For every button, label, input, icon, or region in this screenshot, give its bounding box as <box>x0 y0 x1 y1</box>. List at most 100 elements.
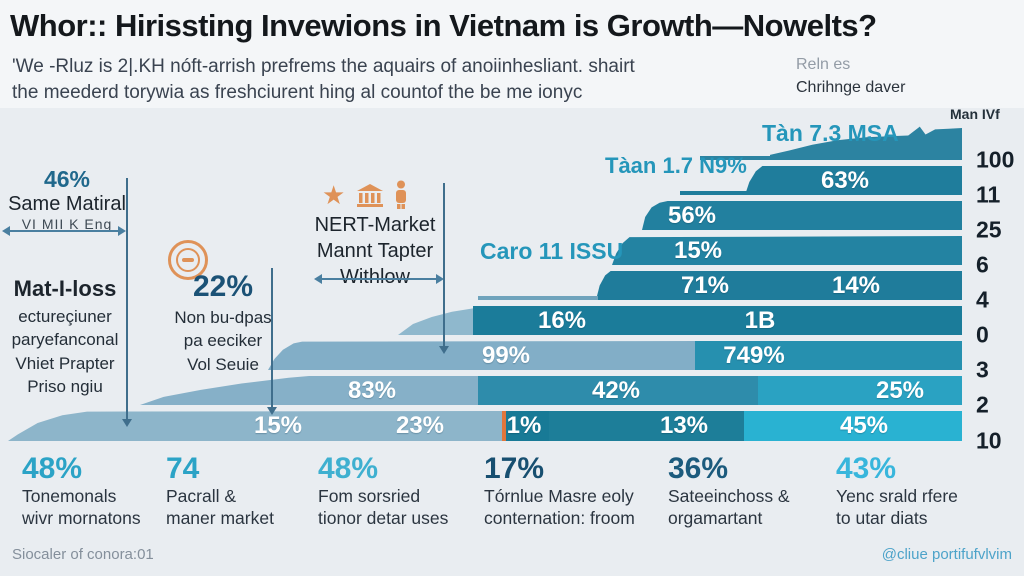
range-arrow-1 <box>8 230 120 232</box>
stat-label: tionor detar uses <box>318 508 449 529</box>
callout-top: Tàn 7.3 MSA <box>762 120 899 146</box>
bar-value-label: 749% <box>723 341 785 369</box>
annotation-2-line-1: ectureçiuner <box>18 307 112 326</box>
bar-row-7-segment <box>695 341 962 370</box>
annotation-block-4: NERT-Market Mannt Tapter Withlow <box>305 212 445 290</box>
annotation-2-title: Mat-I-loss <box>13 276 117 301</box>
person-icon <box>396 180 406 209</box>
stat-block: 36% Sateeinchoss & orgamartant <box>668 452 848 530</box>
annotation-4-line-3: Withlow <box>339 266 410 288</box>
bar-row-2-segment <box>745 166 962 195</box>
stat-block: 17% Tórnlue Masre eoly conternation: froom <box>484 452 664 530</box>
stat-value: 36% <box>668 452 729 485</box>
subtitle-line-2: the meederd torywia as freshciurent hing… <box>12 82 583 103</box>
annotation-3-line-3: Vol Seuie <box>187 354 259 374</box>
right-axis-value: 25 <box>976 216 1002 243</box>
annotation-block-2: Mat-I-loss ectureçiuner paryefanconal Vh… <box>0 276 130 399</box>
annotation-1-value: 46% <box>43 166 91 192</box>
bar-value-label: 56% <box>667 201 717 229</box>
stat-label: maner market <box>166 508 274 529</box>
bar-value-label: 14% <box>831 271 881 299</box>
annotation-2-line-3: Vhiet Prapter <box>15 353 115 373</box>
bar-value-label: 42% <box>591 376 641 404</box>
arrow-left-icon <box>2 226 10 236</box>
bar-value-label: 15% <box>253 412 303 439</box>
stat-value: 43% <box>836 452 897 485</box>
stat-block: 43% Yenc srald rfere to utar diats <box>836 452 1016 530</box>
stat-label: wivr mornatons <box>22 508 141 529</box>
header-note-2: Chrihnge daver <box>796 79 906 96</box>
stat-label: to utar diats <box>836 508 928 529</box>
bar-row-9-segment <box>549 411 744 441</box>
bar-row-8-segment <box>140 376 478 405</box>
bank-building-icon <box>357 184 383 207</box>
annotation-4-line-1: NERT-Market <box>314 214 436 236</box>
bar-row-9-segment <box>506 411 549 441</box>
stat-block: 48% Fom sorsried tionor detar uses <box>318 452 498 530</box>
arrow-left-icon <box>314 274 322 284</box>
bar-value-label: 1B <box>744 306 776 334</box>
bar-value-label: 23% <box>395 412 445 439</box>
bar-value-label: 15% <box>673 236 723 264</box>
bar-value-label: 16% <box>537 306 587 334</box>
annotation-2-line-2: paryefanconal <box>11 330 119 350</box>
stat-label: Yenc srald rfere <box>836 486 958 506</box>
bar-value-label: 63% <box>820 166 870 194</box>
stat-value: 74 <box>166 452 200 485</box>
stat-label: Sateeinchoss & <box>668 486 790 506</box>
bar-row-5-segment <box>478 296 598 300</box>
bar-value-label: 45% <box>839 412 889 439</box>
annotation-block-3: 22% Non bu-dpas pa eeciker Vol Seuie <box>150 270 296 376</box>
stat-value: 48% <box>318 452 379 485</box>
annotation-1-line-1: Same Matiral <box>8 193 126 215</box>
bar-row-1-segment <box>700 156 772 160</box>
annotation-3-value: 22% <box>192 270 254 303</box>
annotation-1-line-2: VI MII K Eng <box>21 216 113 232</box>
mini-icon-row: ★ <box>322 180 432 212</box>
footer-credit: @cliue portifufvlvim <box>881 546 1012 563</box>
connector-line-2 <box>271 268 273 408</box>
bar-value-label: 13% <box>659 412 709 439</box>
arrow-down-icon <box>122 419 132 427</box>
bar-row-3-segment <box>642 201 962 230</box>
arrow-right-icon <box>118 226 126 236</box>
annotation-block-1: 46% Same Matiral VI MII K Eng <box>4 166 130 232</box>
stat-label: Pacrall & <box>166 486 237 506</box>
right-axis-value: 4 <box>976 286 989 313</box>
annotation-2-line-4: Priso ngiu <box>27 377 103 397</box>
arrow-right-icon <box>436 274 444 284</box>
right-axis-header: Man IVf <box>950 106 1000 122</box>
footer-source: Siocaler of conora:01 <box>12 546 154 563</box>
arrow-down-icon <box>439 346 449 354</box>
connector-line-3 <box>443 183 445 347</box>
right-axis-value: 2 <box>976 391 989 418</box>
stat-label: conternation: froom <box>484 508 635 529</box>
bar-row-6-segment <box>398 308 473 335</box>
coin-inner-ring <box>176 248 200 272</box>
annotation-4-line-2: Mannt Tapter <box>316 240 434 262</box>
right-axis-value: 3 <box>976 356 989 383</box>
bar-row-7-segment <box>268 341 695 370</box>
range-arrow-2 <box>320 278 438 280</box>
right-axis-value: 10 <box>976 427 1002 454</box>
stat-block: 48% Tonemonals wivr mornatons <box>22 452 202 530</box>
page-title: Whor:: Hirissting Invewions in Vietnam i… <box>10 8 877 43</box>
bar-row-9-segment <box>744 411 962 441</box>
bar-row-9-segment <box>502 411 506 441</box>
bar-row-9-segment <box>8 411 502 441</box>
bar-row-5-segment <box>596 271 962 300</box>
stat-block: 74 Pacrall & maner market <box>166 452 346 530</box>
bar-value-label: 1% <box>506 412 542 439</box>
bar-row-8-segment <box>478 376 758 405</box>
bar-value-label: 99% <box>481 341 531 369</box>
bar-value-label: 83% <box>347 376 397 404</box>
bar-row-4-segment <box>612 236 962 265</box>
stat-label: Tórnlue Masre eoly <box>484 486 634 506</box>
callout-left: Tàan 1.7 N9% <box>605 153 747 178</box>
right-axis-value: 11 <box>976 181 1001 208</box>
header-band <box>0 0 1024 108</box>
right-axis-value: 0 <box>976 321 989 348</box>
coin-icon <box>168 240 208 280</box>
coin-mark <box>182 258 194 262</box>
